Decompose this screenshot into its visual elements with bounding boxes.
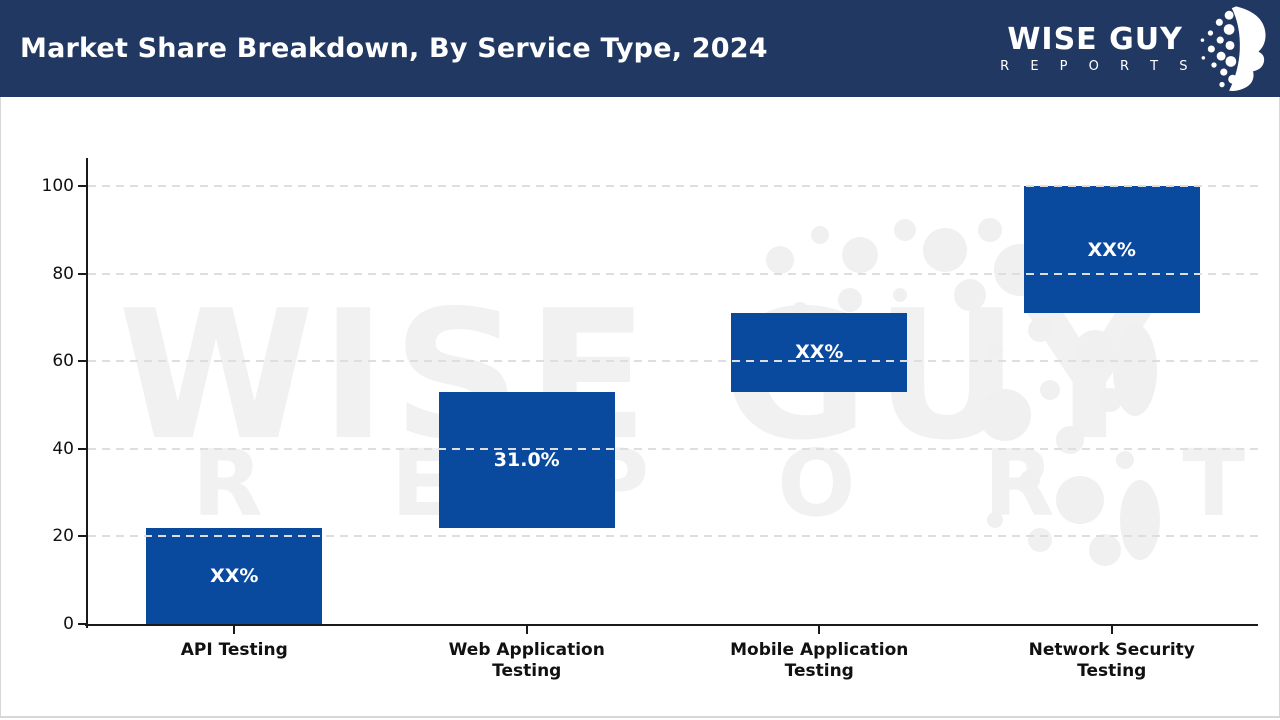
bar-value-label: 31.0% (493, 448, 560, 471)
bar-value-label: XX% (210, 564, 259, 587)
y-tick-label-40: 40 (52, 438, 74, 459)
gridline-y60 (88, 360, 1258, 363)
page-title: Market Share Breakdown, By Service Type,… (20, 33, 768, 64)
x-tick-mark-2 (525, 626, 528, 634)
gridline-y100 (88, 185, 1258, 187)
x-axis-line (85, 624, 1258, 626)
y-tick-label-80: 80 (52, 263, 74, 284)
wiseguy-logo-name: WISE GUY (1007, 22, 1183, 57)
y-tick-mark-60 (78, 360, 86, 363)
y-tick-mark-100 (78, 185, 86, 187)
wiseguy-logo: WISE GUY R E P O R T S (1000, 0, 1266, 97)
wiseguy-logo-text: WISE GUY R E P O R T S (994, 22, 1196, 74)
x-category-label-1: API Testing (180, 640, 288, 660)
bar-1-api-testing: XX% (146, 527, 323, 624)
page-border-bottom (0, 716, 1280, 718)
y-tick-mark-40 (78, 447, 86, 450)
gridline-y80 (88, 272, 1258, 275)
y-tick-label-20: 20 (52, 526, 74, 547)
wiseguy-face-icon (1200, 6, 1266, 91)
y-tick-mark-20 (78, 535, 86, 538)
gridline-y40 (88, 447, 1258, 450)
y-axis-line (86, 158, 88, 628)
chart-plot-area: 0 20 40 60 80 100 XX% API Testing 31.0% Web Appli… (0, 97, 1280, 717)
x-category-label-4: Network Security Testing (1028, 640, 1195, 681)
gridline-y20 (88, 535, 1258, 538)
y-tick-mark-0 (78, 623, 86, 625)
x-tick-mark-4 (1110, 626, 1113, 634)
bar-2-web-application-testing: 31.0% (438, 391, 615, 528)
x-tick-mark-1 (233, 626, 236, 634)
bar-value-label: XX% (795, 341, 844, 364)
bar-4-network-security-testing: XX% (1023, 186, 1200, 314)
y-tick-label-100: 100 (41, 176, 74, 196)
y-tick-mark-80 (78, 272, 86, 275)
x-category-label-3: Mobile Application Testing (730, 640, 909, 681)
y-tick-label-60: 60 (52, 351, 74, 372)
header-bar: Market Share Breakdown, By Service Type,… (0, 0, 1280, 97)
page-border-left (0, 97, 1, 717)
y-tick-label-0: 0 (63, 614, 74, 634)
bar-value-label: XX% (1087, 238, 1136, 261)
wiseguy-logo-sub: R E P O R T S (1000, 59, 1196, 74)
x-tick-mark-3 (818, 626, 821, 634)
x-category-label-2: Web Application Testing (448, 640, 605, 681)
watermark-wiseguy-text: WISE GUY (118, 272, 1160, 479)
bar-3-mobile-application-testing: XX% (731, 313, 908, 392)
